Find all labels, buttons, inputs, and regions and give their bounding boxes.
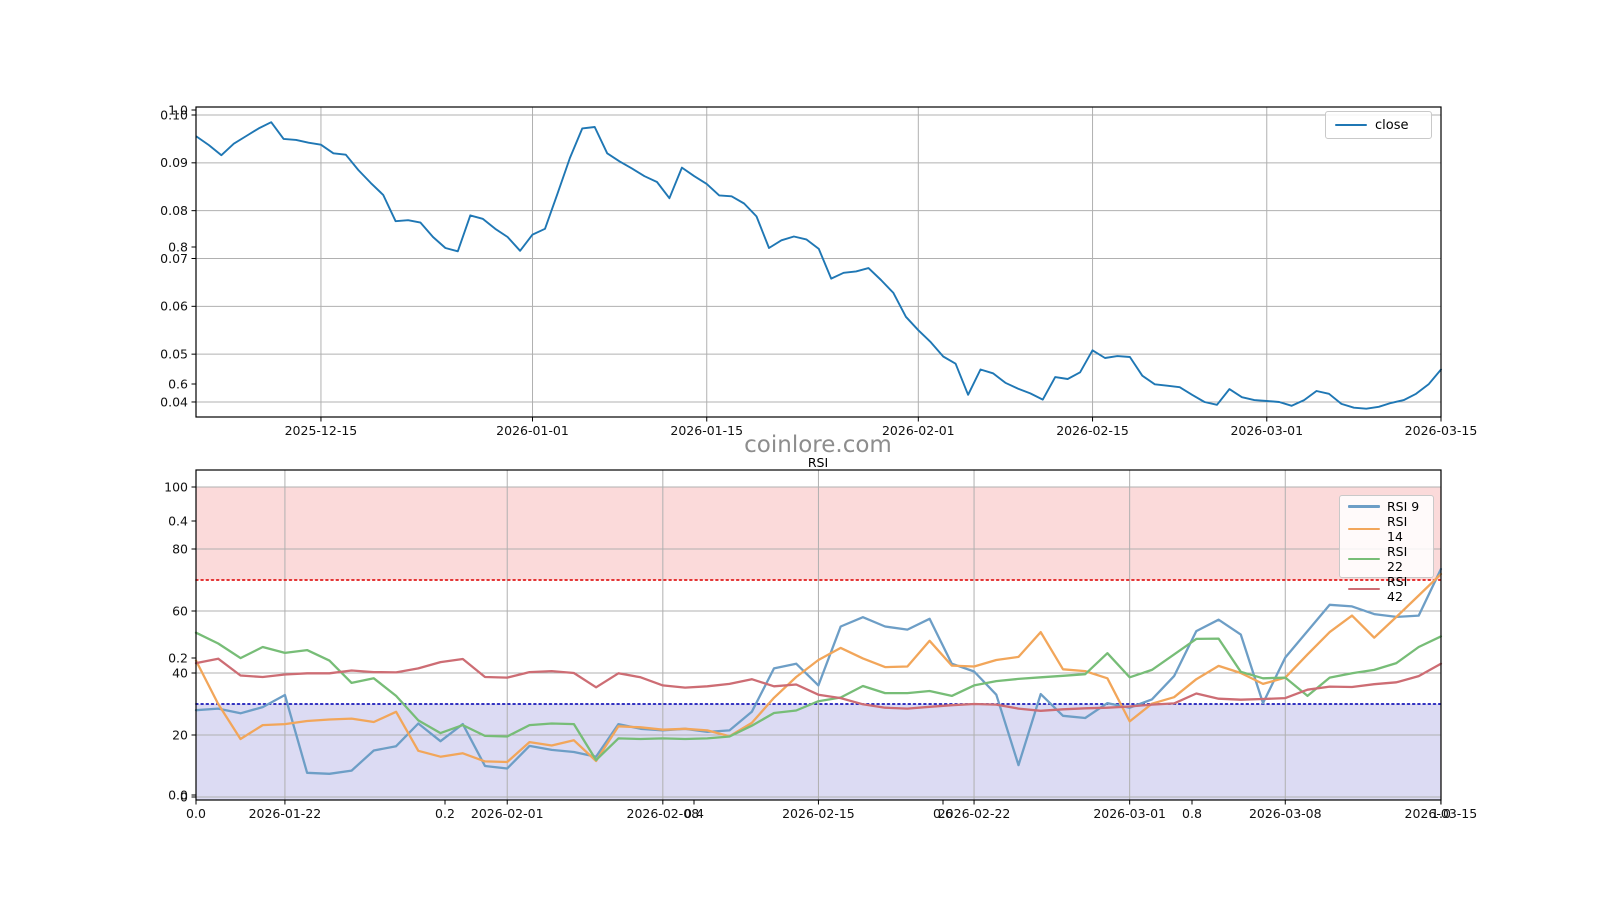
watermark: coinlore.com — [744, 432, 892, 458]
y-tick-label: 100 — [164, 479, 188, 494]
overlay-x-tick-label: 0.6 — [933, 806, 953, 821]
overlay-x-tick-label: 1.0 — [1431, 806, 1451, 821]
x-tick-label: 2026-02-01 — [471, 806, 544, 821]
legend-row: RSI 9 — [1348, 499, 1425, 514]
series-rsi-9 — [194, 567, 1443, 775]
legend-row: RSI 42 — [1348, 574, 1425, 604]
price-legend: close — [1325, 111, 1432, 139]
overlay-x-tick-label: 0.0 — [186, 806, 206, 821]
y-tick-label: 0.09 — [160, 155, 188, 170]
overlay-y-tick-label: 0.8 — [168, 239, 188, 254]
y-tick-label: 0.08 — [160, 203, 188, 218]
y-tick-label: 20 — [172, 727, 188, 742]
legend-row: RSI 22 — [1348, 544, 1425, 574]
y-tick-label: 80 — [172, 541, 188, 556]
y-tick-label: 0 — [180, 789, 188, 804]
y-tick-label: 0.04 — [160, 394, 188, 409]
y-tick-label: 40 — [172, 665, 188, 680]
x-tick-label: 2026-02-15 — [1056, 423, 1129, 438]
y-tick-label: 0.06 — [160, 299, 188, 314]
rsi14-legend-label: RSI 14 — [1387, 514, 1408, 544]
overlay-x-tick-label: 0.8 — [1182, 806, 1202, 821]
legend-row: RSI 14 — [1348, 514, 1425, 544]
rsi-legend: RSI 9 RSI 14 RSI 22 RSI 42 — [1339, 495, 1434, 604]
series-close — [195, 121, 1442, 410]
y-tick-label: 0.05 — [160, 346, 188, 361]
x-tick-label: 2025-12-15 — [285, 423, 358, 438]
overlay-y-tick-label: 0.0 — [168, 787, 188, 802]
series-rsi-14 — [194, 572, 1443, 764]
rsi14-line-swatch — [1348, 527, 1380, 531]
overlay-x-tick-label: 0.2 — [435, 806, 455, 821]
rsi-chart-title: RSI — [807, 455, 829, 470]
axes-frame — [195, 106, 1442, 418]
x-tick-label: 2026-01-15 — [670, 423, 743, 438]
overlay-axis: 0.0 0.2 0.4 0.6 0.8 1.0 0.0 0.2 0.4 0.6 0.8 1.0 — [168, 102, 1451, 821]
overlay-y-tick-label: 0.4 — [168, 513, 188, 528]
x-tick-label: 2026-03-08 — [1249, 806, 1322, 821]
y-tick-label: 0.07 — [160, 251, 188, 266]
x-tick-label: 2026-02-15 — [782, 806, 855, 821]
x-tick-label: 2026-01-01 — [496, 423, 569, 438]
rsi22-legend-label: RSI 22 — [1387, 544, 1408, 574]
x-tick-label: 2026-03-01 — [1230, 423, 1303, 438]
x-tick-label: 2026-03-15 — [1405, 806, 1478, 821]
close-line-swatch — [1335, 123, 1367, 127]
x-tick-label: 2026-02-08 — [627, 806, 700, 821]
x-tick-label: 2026-01-22 — [249, 806, 322, 821]
rsi22-line-swatch — [1348, 557, 1380, 561]
x-tick-label: 2026-02-01 — [882, 423, 955, 438]
x-tick-label: 2026-03-01 — [1093, 806, 1166, 821]
series-rsi-22 — [194, 631, 1443, 762]
rsi42-legend-label: RSI 42 — [1387, 574, 1408, 604]
rsi9-line-swatch — [1348, 505, 1380, 508]
close-legend-label: close — [1375, 117, 1409, 133]
y-tick-label: 60 — [172, 603, 188, 618]
overlay-y-tick-label: 0.6 — [168, 376, 188, 391]
series-rsi-42 — [194, 657, 1443, 712]
overlay-x-tick-label: 0.4 — [684, 806, 704, 821]
x-tick-label: 2026-03-15 — [1405, 423, 1478, 438]
overlay-y-tick-label: 0.2 — [168, 650, 188, 665]
y-tick-label: 0.10 — [160, 107, 188, 122]
rsi42-line-swatch — [1348, 587, 1380, 591]
rsi-chart: 2026-01-22 2026-02-01 2026-02-08 2026-02-15… — [164, 469, 1478, 821]
price-chart: 2025-12-15 2026-01-01 2026-01-15 2026-02-01… — [160, 106, 1478, 438]
rsi9-legend-label: RSI 9 — [1387, 499, 1420, 514]
x-tick-label: 2026-02-22 — [938, 806, 1011, 821]
overlay-y-tick-label: 1.0 — [168, 102, 188, 117]
